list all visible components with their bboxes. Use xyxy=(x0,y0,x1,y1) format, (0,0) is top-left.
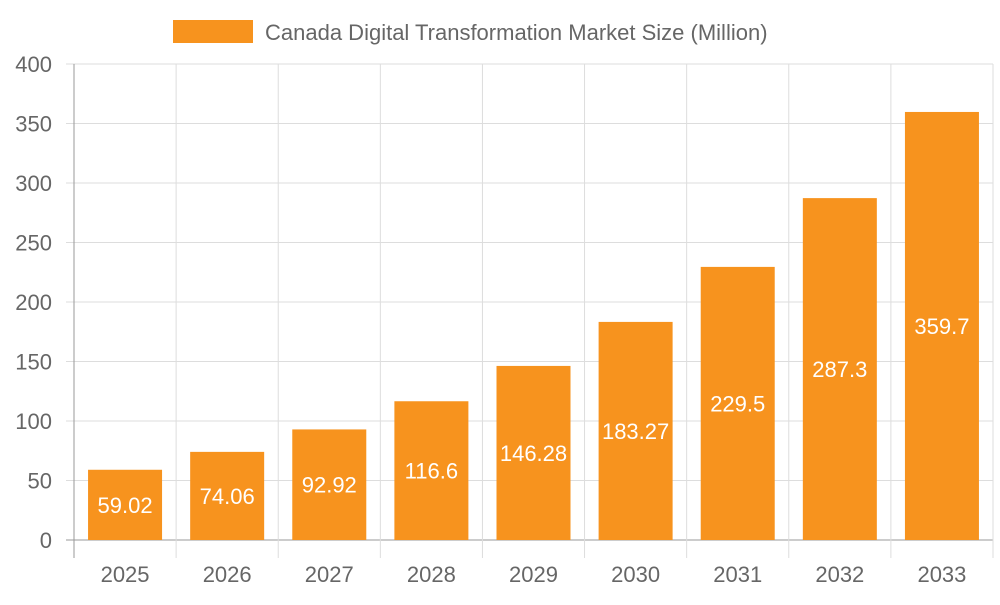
bar xyxy=(394,401,469,540)
x-tick-label: 2026 xyxy=(203,562,252,587)
y-tick-label: 100 xyxy=(15,409,52,434)
x-tick-label: 2028 xyxy=(407,562,456,587)
x-tick-label: 2027 xyxy=(305,562,354,587)
data-label: 116.6 xyxy=(405,459,458,484)
bar xyxy=(700,266,775,540)
y-tick-label: 0 xyxy=(40,528,52,553)
x-tick-label: 2031 xyxy=(713,562,762,587)
y-tick-label: 50 xyxy=(28,469,52,494)
data-label: 59.02 xyxy=(98,493,153,518)
data-label: 359.7 xyxy=(914,314,969,339)
bar xyxy=(292,429,367,540)
data-label: 183.27 xyxy=(602,419,669,444)
legend-label: Canada Digital Transformation Market Siz… xyxy=(265,20,768,45)
y-tick-label: 250 xyxy=(15,231,52,256)
data-label: 92.92 xyxy=(302,473,357,498)
data-label: 287.3 xyxy=(812,357,867,382)
x-tick-label: 2025 xyxy=(101,562,150,587)
bar xyxy=(88,469,163,540)
y-tick-label: 150 xyxy=(15,350,52,375)
bar xyxy=(190,451,265,540)
y-tick-label: 350 xyxy=(15,112,52,137)
data-label: 146.28 xyxy=(500,441,567,466)
y-tick-label: 400 xyxy=(15,52,52,77)
bar xyxy=(496,365,571,540)
x-tick-label: 2030 xyxy=(611,562,660,587)
bar xyxy=(598,321,673,540)
y-tick-label: 200 xyxy=(15,290,52,315)
legend-swatch xyxy=(173,20,253,43)
legend: Canada Digital Transformation Market Siz… xyxy=(173,20,768,45)
data-label: 74.06 xyxy=(200,484,255,509)
bar xyxy=(802,198,877,540)
data-label: 229.5 xyxy=(710,391,765,416)
x-tick-label: 2029 xyxy=(509,562,558,587)
bar xyxy=(904,111,979,540)
y-tick-label: 300 xyxy=(15,171,52,196)
x-tick-label: 2032 xyxy=(815,562,864,587)
x-tick-label: 2033 xyxy=(917,562,966,587)
